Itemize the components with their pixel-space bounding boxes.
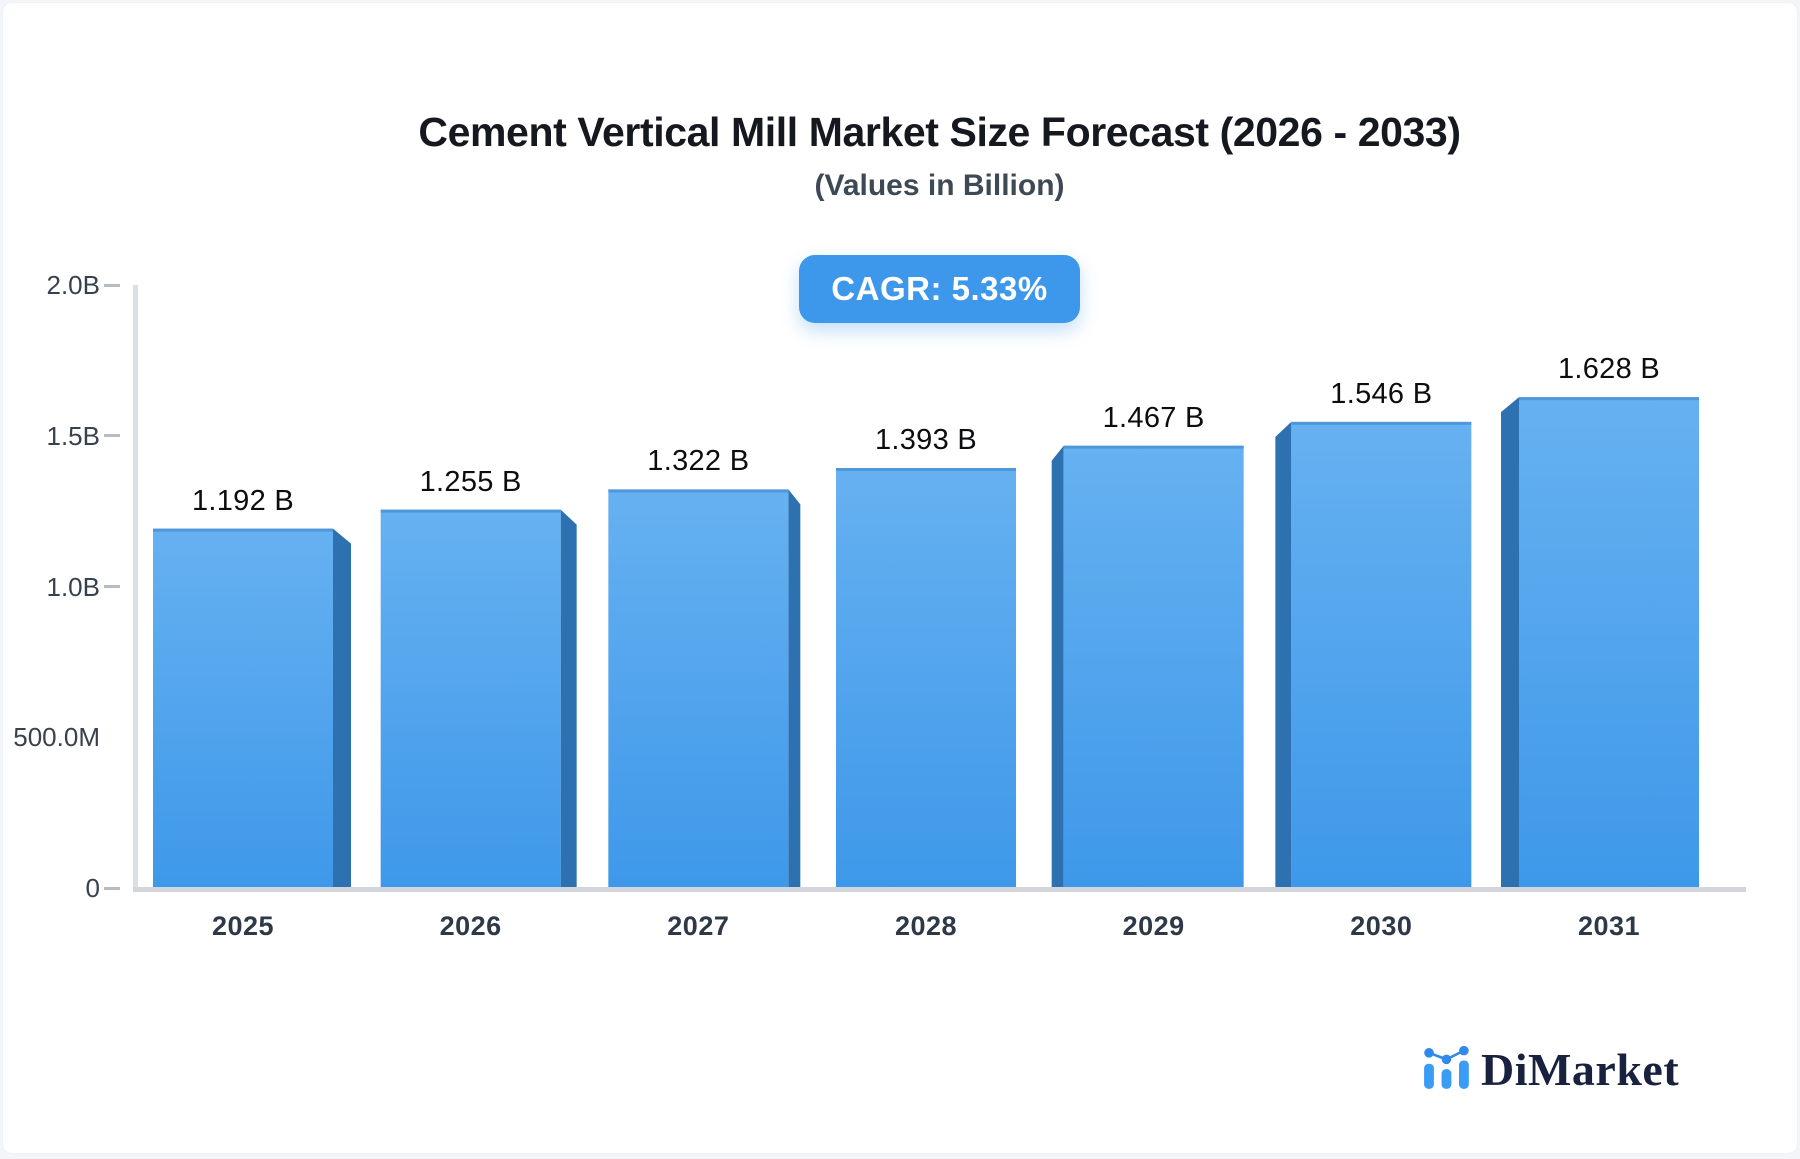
- x-axis-label-2027: 2027: [667, 911, 730, 941]
- bar-value-label-2030: 1.546 B: [1330, 377, 1433, 410]
- logo-text: DiMarket: [1481, 1044, 1680, 1095]
- bar-value-label-2029: 1.467 B: [1102, 401, 1205, 434]
- bar-2027: [608, 489, 801, 888]
- bar-chart-logo-icon: [1424, 1045, 1469, 1089]
- bar-top-edge: [1291, 421, 1472, 425]
- y-axis-label-500.0M: 500.0M: [13, 722, 100, 753]
- bar-side-face: [560, 509, 577, 888]
- x-axis-label-2029: 2029: [1122, 911, 1185, 941]
- y-axis-label-1.5B: 1.5B: [46, 420, 101, 451]
- bar-front-face: [1519, 397, 1700, 888]
- bar-value-label-2028: 1.393 B: [874, 424, 978, 456]
- x-axis-label-2030: 2030: [1350, 911, 1413, 941]
- y-axis-line: [133, 285, 138, 888]
- y-axis-tick-dash: [104, 434, 120, 438]
- bar-side-face: [788, 489, 801, 888]
- bar-side-face: [1275, 421, 1292, 888]
- bar-side-face: [1501, 397, 1520, 888]
- cagr-badge: CAGR: 5.33%: [799, 255, 1080, 323]
- page-subtitle: (Values in Billion): [814, 169, 1065, 202]
- bar-chart-plot: [153, 397, 1700, 888]
- bar-front-face: [380, 509, 561, 888]
- bar-front-face: [608, 489, 789, 888]
- bar-top-edge: [608, 489, 789, 493]
- bar-side-face: [333, 528, 351, 888]
- bar-front-face: [1063, 445, 1244, 888]
- dimarket-logo: DiMarket: [1423, 1041, 1679, 1093]
- bar-2030: [1275, 421, 1472, 888]
- bar-2029: [1051, 445, 1244, 888]
- x-axis-label-2025: 2025: [211, 911, 275, 941]
- bar-top-edge: [1063, 445, 1244, 449]
- cagr-badge-row: CAGR: 5.33%: [133, 255, 1746, 323]
- bar-value-label-2025: 1.192 B: [191, 484, 295, 517]
- bar-value-label-2031: 1.628 B: [1557, 353, 1661, 386]
- bar-2028: [836, 468, 1017, 888]
- y-axis-label-1.0B: 1.0B: [46, 571, 101, 602]
- x-axis-label-2026: 2026: [439, 911, 502, 941]
- x-axis-label-2031: 2031: [1577, 911, 1641, 941]
- bar-top-edge: [380, 509, 561, 513]
- y-axis-tick-dash: [104, 283, 120, 287]
- bar-2031: [1501, 397, 1700, 888]
- y-axis-label-0: 0: [85, 873, 100, 903]
- bar-value-label-2027: 1.322 B: [647, 445, 750, 478]
- bar-front-face: [1291, 421, 1472, 888]
- y-axis-tick-dash: [104, 886, 120, 890]
- y-axis-tick-dash: [104, 585, 120, 588]
- page-title: Cement Vertical Mill Market Size Forecas…: [418, 109, 1461, 155]
- y-axis-label-2.0B: 2.0B: [46, 270, 101, 300]
- bar-top-edge: [836, 468, 1017, 472]
- bar-front-face: [836, 468, 1017, 888]
- bar-top-edge: [1519, 397, 1700, 401]
- bar-2025: [153, 528, 351, 888]
- bar-value-label-2026: 1.255 B: [419, 465, 522, 498]
- x-axis-label-2028: 2028: [894, 911, 958, 941]
- bar-top-edge: [153, 528, 333, 532]
- x-axis-baseline: [133, 887, 1746, 892]
- bar-2026: [380, 509, 577, 888]
- bar-side-face: [1051, 445, 1064, 888]
- bar-front-face: [153, 528, 333, 888]
